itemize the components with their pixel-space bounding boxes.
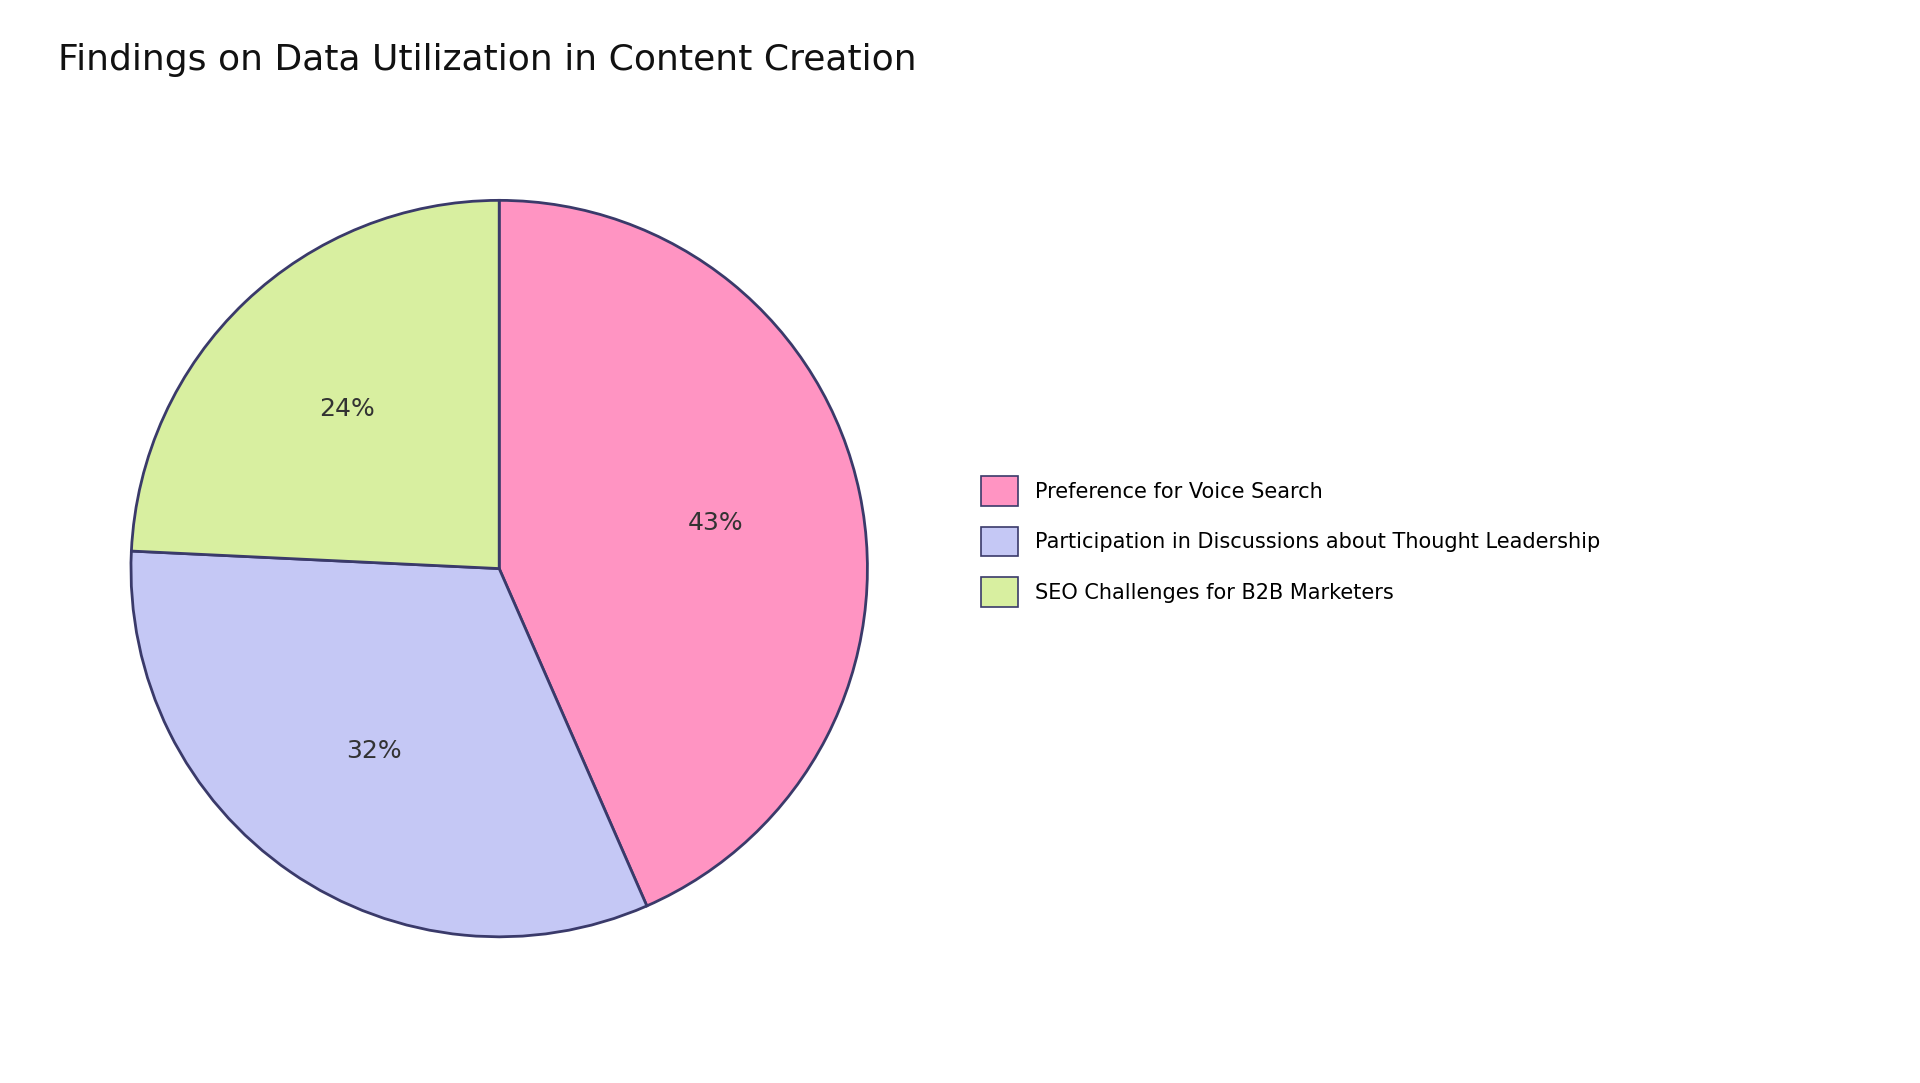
Wedge shape [131, 200, 499, 569]
Text: 24%: 24% [319, 396, 374, 420]
Legend: Preference for Voice Search, Participation in Discussions about Thought Leadersh: Preference for Voice Search, Participati… [970, 466, 1611, 617]
Wedge shape [499, 200, 868, 905]
Wedge shape [131, 551, 647, 937]
Text: Findings on Data Utilization in Content Creation: Findings on Data Utilization in Content … [58, 43, 916, 77]
Text: 32%: 32% [346, 739, 401, 762]
Text: 43%: 43% [687, 511, 743, 535]
